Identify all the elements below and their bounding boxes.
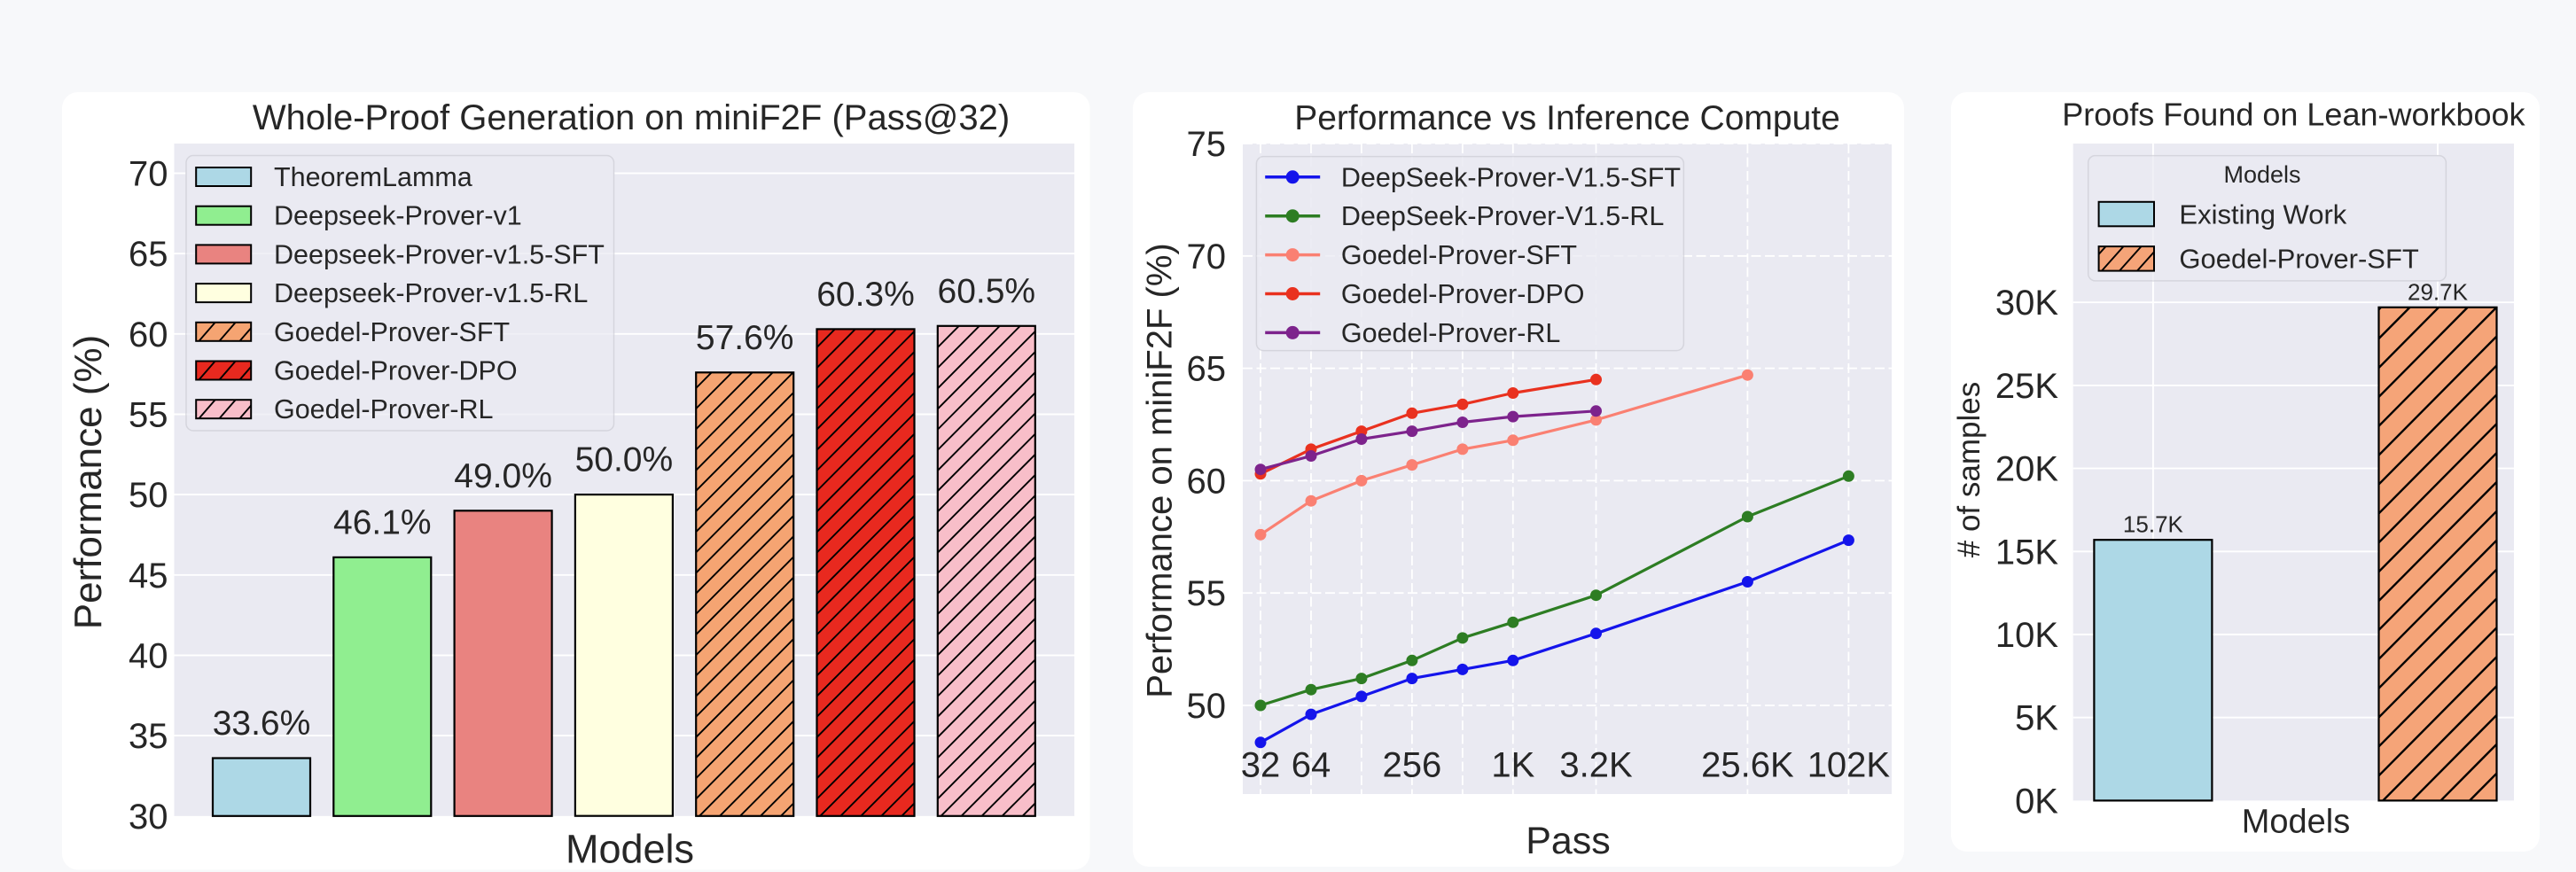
svg-text:25K: 25K xyxy=(1995,367,2058,406)
svg-text:45: 45 xyxy=(129,557,168,596)
svg-text:60: 60 xyxy=(129,315,168,354)
svg-text:Performance (%): Performance (%) xyxy=(66,335,110,630)
svg-text:32: 32 xyxy=(1241,746,1281,785)
svg-text:256: 256 xyxy=(1383,746,1442,785)
svg-text:Pass: Pass xyxy=(1526,820,1611,862)
svg-text:46.1%: 46.1% xyxy=(333,503,432,541)
svg-text:64: 64 xyxy=(1292,746,1331,785)
svg-text:25.6K: 25.6K xyxy=(1701,746,1794,785)
svg-text:DeepSeek-Prover-V1.5-SFT: DeepSeek-Prover-V1.5-SFT xyxy=(1341,162,1681,192)
svg-text:Models: Models xyxy=(566,827,694,872)
svg-text:55: 55 xyxy=(129,396,168,435)
svg-text:55: 55 xyxy=(1187,574,1227,613)
svg-text:60.5%: 60.5% xyxy=(938,272,1036,310)
svg-text:30: 30 xyxy=(129,798,168,837)
svg-text:Performance on miniF2F (%): Performance on miniF2F (%) xyxy=(1141,243,1180,697)
svg-text:0K: 0K xyxy=(2015,782,2058,821)
svg-text:57.6%: 57.6% xyxy=(696,319,794,357)
svg-text:10K: 10K xyxy=(1995,616,2058,655)
svg-text:15K: 15K xyxy=(1995,533,2058,572)
svg-text:60: 60 xyxy=(1187,462,1227,501)
svg-text:15.7K: 15.7K xyxy=(2123,511,2184,538)
svg-text:3.2K: 3.2K xyxy=(1559,746,1633,785)
svg-text:70: 70 xyxy=(1187,237,1227,276)
svg-text:5K: 5K xyxy=(2015,699,2058,738)
svg-text:Goedel-Prover-SFT: Goedel-Prover-SFT xyxy=(1341,240,1577,270)
svg-text:102K: 102K xyxy=(1807,746,1891,785)
svg-text:Proofs Found on Lean-workbook: Proofs Found on Lean-workbook xyxy=(2062,97,2525,133)
svg-text:Goedel-Prover-DPO: Goedel-Prover-DPO xyxy=(274,356,518,386)
svg-text:30K: 30K xyxy=(1995,284,2058,323)
svg-text:Goedel-Prover-RL: Goedel-Prover-RL xyxy=(274,394,494,424)
svg-text:Models: Models xyxy=(2223,161,2300,188)
svg-text:Goedel-Prover-SFT: Goedel-Prover-SFT xyxy=(274,317,510,347)
svg-text:Deepseek-Prover-v1.5-RL: Deepseek-Prover-v1.5-RL xyxy=(274,278,588,308)
svg-text:65: 65 xyxy=(1187,350,1227,389)
svg-text:# of samples: # of samples xyxy=(1952,382,1987,557)
svg-text:29.7K: 29.7K xyxy=(2408,278,2469,305)
svg-text:Existing Work: Existing Work xyxy=(2179,199,2346,230)
svg-text:Goedel-Prover-SFT: Goedel-Prover-SFT xyxy=(2179,244,2419,275)
svg-text:35: 35 xyxy=(129,717,168,756)
svg-text:DeepSeek-Prover-V1.5-RL: DeepSeek-Prover-V1.5-RL xyxy=(1341,201,1664,231)
svg-text:50: 50 xyxy=(129,476,168,515)
svg-text:Goedel-Prover-DPO: Goedel-Prover-DPO xyxy=(1341,279,1585,309)
svg-text:Performance vs Inference Compu: Performance vs Inference Compute xyxy=(1294,99,1840,137)
svg-text:Deepseek-Prover-v1.5-SFT: Deepseek-Prover-v1.5-SFT xyxy=(274,239,605,269)
svg-text:60.3%: 60.3% xyxy=(816,276,915,314)
svg-text:50: 50 xyxy=(1187,687,1227,726)
svg-text:70: 70 xyxy=(129,155,168,194)
svg-text:40: 40 xyxy=(129,637,168,676)
svg-text:20K: 20K xyxy=(1995,450,2058,489)
svg-text:TheoremLamma: TheoremLamma xyxy=(274,162,472,192)
svg-text:50.0%: 50.0% xyxy=(575,441,674,479)
svg-text:Models: Models xyxy=(2242,803,2351,840)
svg-text:75: 75 xyxy=(1187,125,1227,164)
svg-text:1K: 1K xyxy=(1491,746,1534,785)
svg-text:Deepseek-Prover-v1: Deepseek-Prover-v1 xyxy=(274,201,522,231)
svg-text:Whole-Proof Generation on mini: Whole-Proof Generation on miniF2F (Pass@… xyxy=(253,98,1010,137)
svg-text:Goedel-Prover-RL: Goedel-Prover-RL xyxy=(1341,318,1561,348)
svg-text:33.6%: 33.6% xyxy=(213,705,311,743)
svg-text:65: 65 xyxy=(129,235,168,274)
svg-text:49.0%: 49.0% xyxy=(454,457,552,495)
